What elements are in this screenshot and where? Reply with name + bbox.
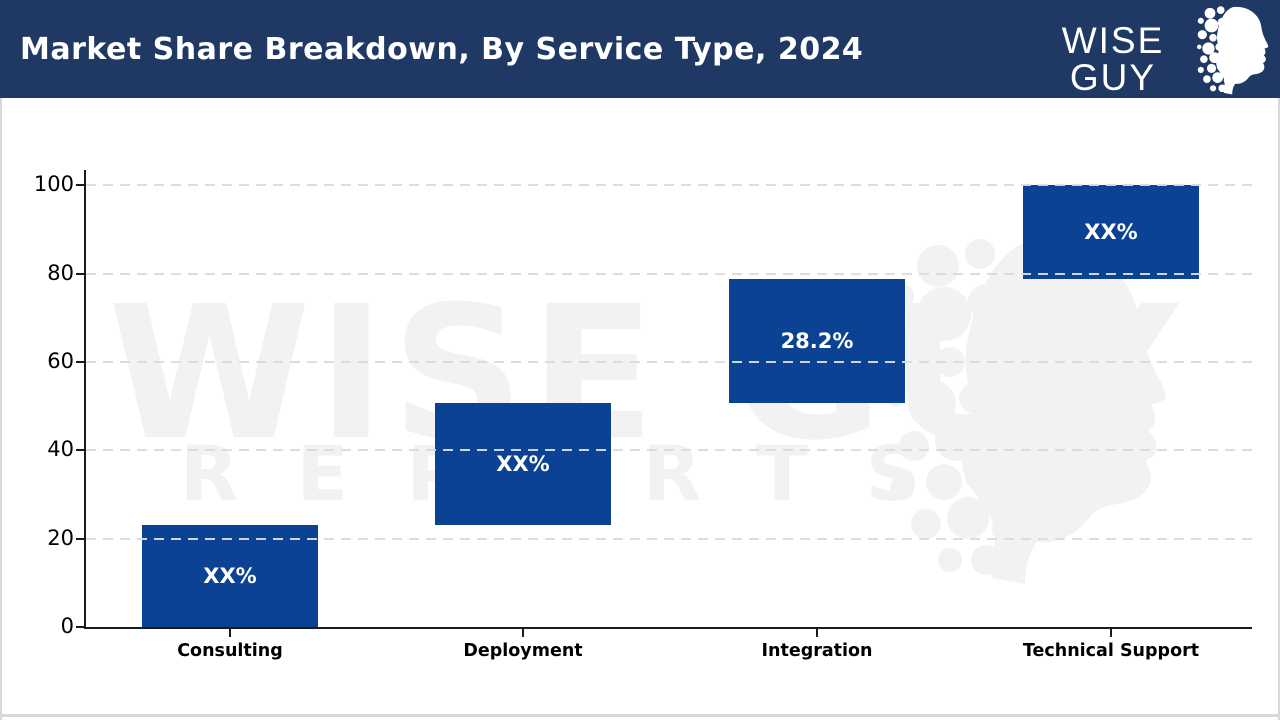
bar-value-label: XX% bbox=[496, 452, 550, 477]
bar-value-label: XX% bbox=[1084, 220, 1138, 245]
market-share-bar: 28.2% bbox=[729, 278, 905, 404]
gridline bbox=[86, 449, 1252, 452]
frame-right-line bbox=[1278, 98, 1280, 720]
gridline bbox=[86, 537, 1252, 540]
frame-left-line bbox=[0, 98, 2, 720]
x-tick-mark bbox=[816, 629, 818, 637]
x-category-label: Integration bbox=[761, 641, 873, 661]
wiseguy-face-logo-icon bbox=[1196, 6, 1269, 95]
y-tick-label: 60 bbox=[47, 348, 74, 373]
y-tick-mark bbox=[76, 537, 84, 540]
y-tick-label: 40 bbox=[47, 437, 74, 462]
x-category-label: Deployment bbox=[463, 641, 583, 661]
y-tick-label: 80 bbox=[47, 260, 74, 285]
x-category-label: Technical Support bbox=[1022, 641, 1200, 661]
logo-wordmark: WISE GUY bbox=[1061, 20, 1165, 98]
y-tick-mark bbox=[76, 449, 84, 452]
y-tick-mark bbox=[76, 272, 84, 275]
gridline bbox=[86, 184, 1252, 187]
chart-area: WISE GUY REPORTS 020406080100XX%XX%28.2%… bbox=[0, 98, 1280, 720]
market-share-bar: XX% bbox=[142, 524, 318, 627]
x-tick-mark bbox=[522, 629, 524, 637]
page-title: Market Share Breakdown, By Service Type,… bbox=[20, 31, 864, 67]
frame-bottom-line bbox=[0, 714, 1280, 717]
x-category-label: Consulting bbox=[177, 641, 283, 661]
gridline bbox=[86, 360, 1252, 363]
y-tick-label: 100 bbox=[33, 172, 74, 197]
market-share-bar: XX% bbox=[1023, 185, 1199, 279]
y-tick-mark bbox=[76, 360, 84, 363]
header-bar: Market Share Breakdown, By Service Type,… bbox=[0, 0, 1280, 114]
x-axis-line bbox=[84, 627, 1252, 629]
wise-guy-reports-logo: WISE GUY REPORTS bbox=[1022, 0, 1272, 114]
y-tick-label: 0 bbox=[60, 614, 74, 638]
y-axis-line bbox=[84, 169, 86, 629]
x-tick-mark bbox=[1110, 629, 1112, 637]
gridline bbox=[86, 272, 1252, 275]
y-tick-label: 20 bbox=[47, 525, 74, 550]
bar-value-label: XX% bbox=[203, 563, 257, 588]
market-share-bar: XX% bbox=[435, 403, 611, 525]
x-tick-mark bbox=[229, 629, 231, 637]
bar-value-label: 28.2% bbox=[780, 329, 854, 354]
y-tick-mark bbox=[76, 184, 84, 187]
y-tick-mark bbox=[76, 626, 84, 628]
